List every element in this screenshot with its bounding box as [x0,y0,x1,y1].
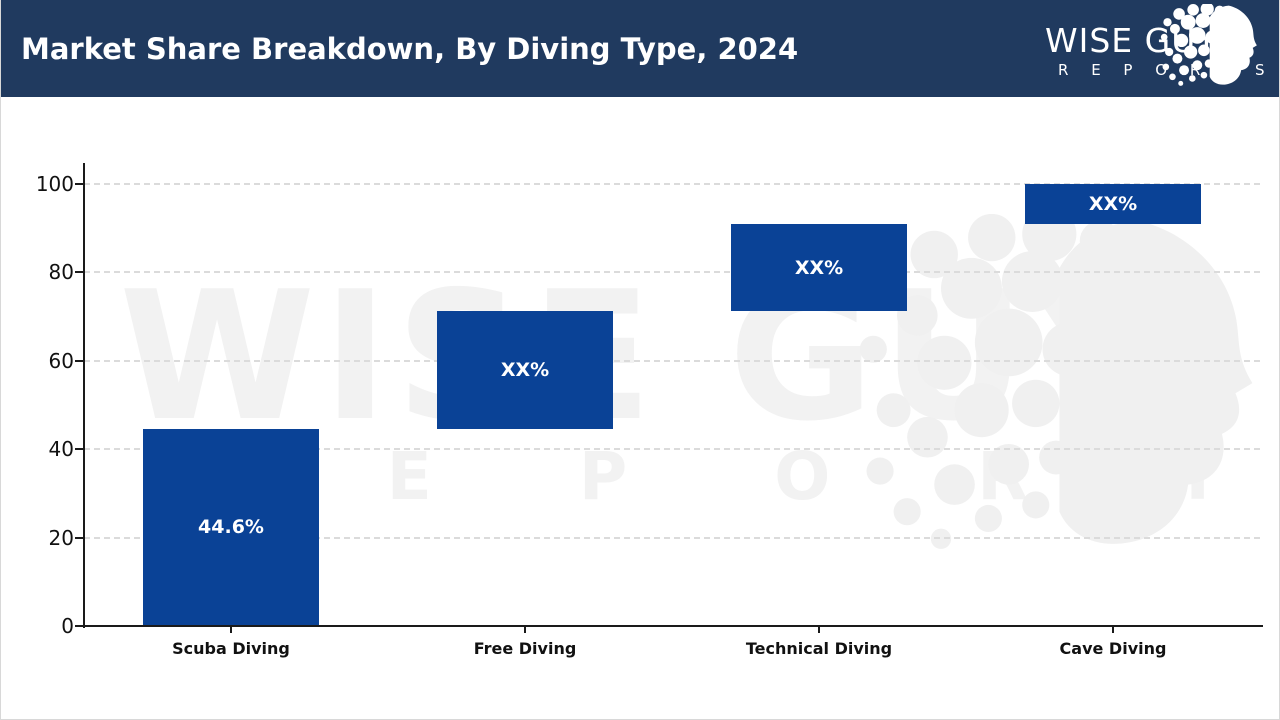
x-tick-label: Technical Diving [745,639,893,658]
x-tick-mark [1112,626,1114,633]
y-tick-label-40: 40 [48,437,74,462]
x-axis-line [83,625,1263,627]
y-axis-line [83,163,85,628]
y-tick-mark-0 [75,625,83,627]
y-tick-label-80: 80 [48,260,74,285]
gridline-100 [84,183,1260,185]
bar-scuba-diving [143,428,319,626]
header-bar: Market Share Breakdown, By Diving Type, … [1,0,1279,97]
y-tick-mark-40 [75,448,83,451]
y-tick-mark-80 [75,271,83,274]
bar-cave-diving [1025,184,1201,224]
gridline-60 [84,359,1260,362]
page-title: Market Share Breakdown, By Diving Type, … [21,31,799,66]
y-tick-mark-100 [75,183,83,185]
gridline-40 [84,448,1260,451]
bar-value-label: XX% [500,359,550,382]
y-tick-label-0: 0 [61,614,74,638]
y-tick-mark-60 [75,359,83,362]
bar-value-label: XX% [794,256,844,279]
x-tick-label: Cave Diving [1059,639,1167,658]
bar-free-diving [437,311,613,429]
bar-value-label: XX% [1088,192,1138,215]
bar-technical-diving [731,223,907,312]
y-tick-label-100: 100 [35,172,74,196]
logo-face-icon [1159,4,1267,95]
bar-value-label: 44.6% [198,516,264,539]
gridline-20 [84,536,1260,539]
x-tick-label: Scuba Diving [172,639,290,658]
y-tick-label-60: 60 [48,348,74,373]
x-tick-mark [524,626,526,633]
x-tick-mark [818,626,820,633]
x-tick-label: Free Diving [473,639,577,658]
y-tick-label-20: 20 [48,525,74,550]
gridline-80 [84,271,1260,274]
y-tick-mark-20 [75,536,83,539]
x-tick-mark [230,626,232,633]
